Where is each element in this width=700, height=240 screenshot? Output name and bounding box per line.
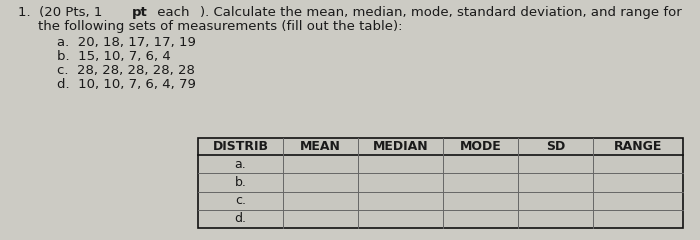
Text: c.: c. (235, 194, 246, 207)
Text: pt: pt (132, 6, 148, 19)
Text: SD: SD (546, 140, 566, 153)
Text: RANGE: RANGE (614, 140, 662, 153)
Text: DISTRIB: DISTRIB (212, 140, 268, 153)
Text: c.  28, 28, 28, 28, 28: c. 28, 28, 28, 28, 28 (57, 64, 195, 77)
Text: b.  15, 10, 7, 6, 4: b. 15, 10, 7, 6, 4 (57, 50, 171, 63)
Text: a.: a. (234, 158, 246, 171)
Bar (198, 138, 683, 228)
Text: MEDIAN: MEDIAN (372, 140, 428, 153)
Text: b.: b. (234, 176, 246, 189)
Text: a.  20, 18, 17, 17, 19: a. 20, 18, 17, 17, 19 (57, 36, 196, 49)
Text: d.: d. (234, 212, 246, 225)
Text: the following sets of measurements (fill out the table):: the following sets of measurements (fill… (38, 20, 402, 33)
Text: MODE: MODE (460, 140, 501, 153)
Text: each: each (153, 6, 189, 19)
Text: 1.  (20 Pts, 1: 1. (20 Pts, 1 (18, 6, 106, 19)
Text: ). Calculate the mean, median, mode, standard deviation, and range for: ). Calculate the mean, median, mode, sta… (199, 6, 682, 19)
Text: MEAN: MEAN (300, 140, 341, 153)
Text: d.  10, 10, 7, 6, 4, 79: d. 10, 10, 7, 6, 4, 79 (57, 78, 196, 91)
Bar (198, 138, 683, 228)
